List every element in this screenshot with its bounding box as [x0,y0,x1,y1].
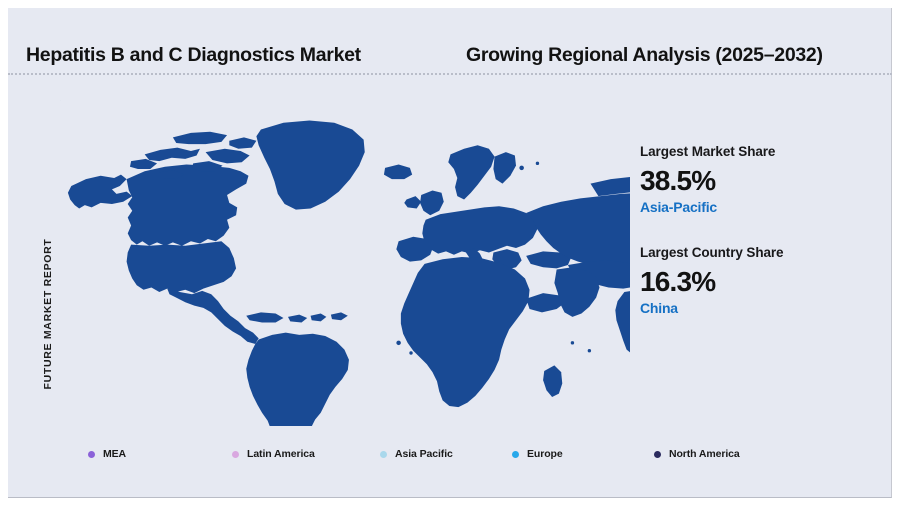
stat-value: 38.5% [640,165,716,196]
page-subtitle: Growing Regional Analysis (2025–2032) [466,44,823,66]
legend-label: Europe [527,448,563,460]
header-divider [8,73,892,75]
legend-label: Latin America [247,448,315,460]
stats-panel: Largest Market Share 38.5% Asia-Pacific … [640,144,880,316]
stat-label: Largest Market Share [640,144,776,159]
legend-item-mea: MEA [88,448,126,460]
stat-region: Asia-Pacific [640,199,717,216]
header: Hepatitis B and C Diagnostics Market Gro… [8,8,892,75]
legend-swatch-icon [654,450,661,458]
legend-swatch-icon [232,450,239,458]
stat-value: 16.3% [640,266,716,298]
infographic-panel: Hepatitis B and C Diagnostics Market Gro… [8,8,892,498]
legend-item-europe: Europe [512,448,563,460]
legend-label: MEA [103,448,127,460]
legend-item-latin-america: Latin America [232,448,315,460]
legend-item-north-america: North America [654,448,740,460]
world-map-svg [60,100,630,426]
stat-largest-country-share: Largest Country Share 16.3% China [640,245,880,316]
stat-largest-market-share: Largest Market Share 38.5% Asia-Pacific [640,144,880,215]
brand-vertical-label: FUTURE MARKET REPORT [42,238,54,390]
stat-label: Largest Country Share [640,245,784,261]
stat-region: China [640,300,678,317]
legend-swatch-icon [380,450,387,458]
legend-swatch-icon [512,450,519,458]
page-title: Hepatitis B and C Diagnostics Market [26,44,361,66]
legend-label: Asia Pacific [395,448,453,460]
world-map [60,96,630,426]
legend-label: North America [669,448,740,460]
map-land-layer [60,100,630,426]
map-legend: MEA Latin America Asia Pacific Europe No… [88,448,878,474]
legend-item-asia-pacific: Asia Pacific [380,448,453,460]
legend-swatch-icon [88,450,95,458]
